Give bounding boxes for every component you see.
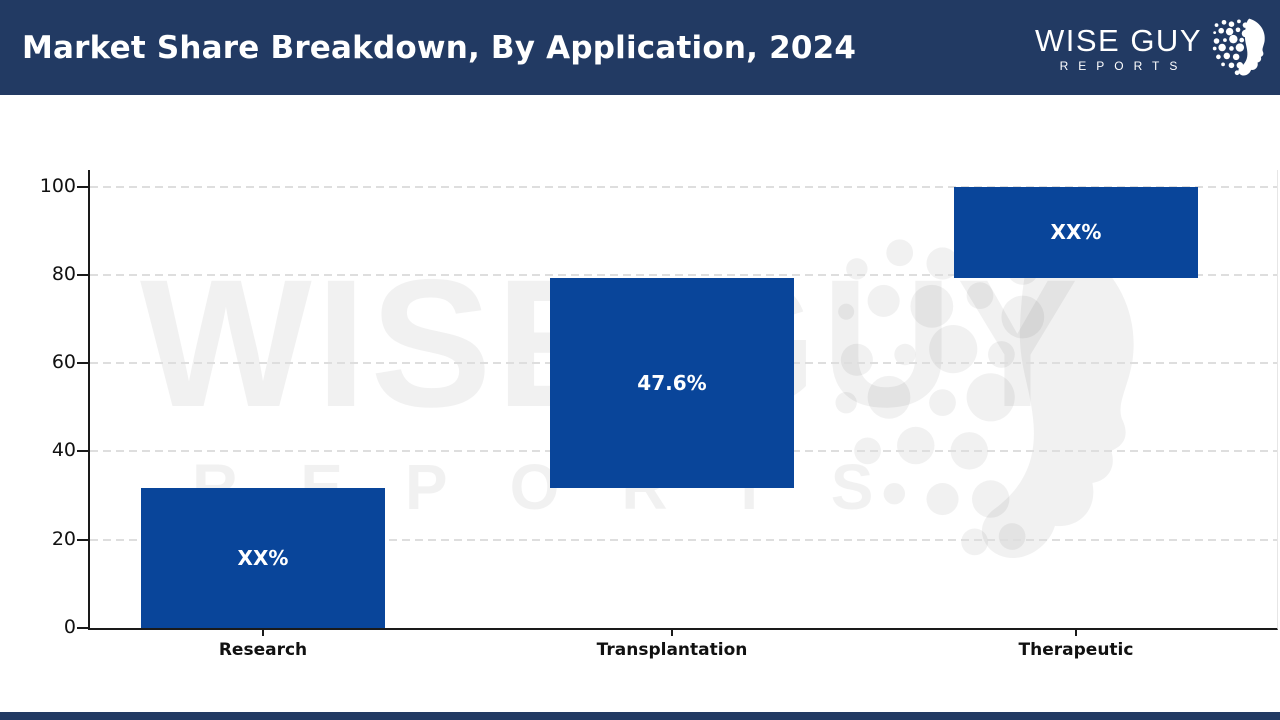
bar-therapeutic: XX% (954, 186, 1198, 278)
bar-value-label: 47.6% (637, 370, 707, 395)
y-tick-label-60: 60 (51, 351, 76, 374)
footer-bar (0, 712, 1280, 720)
x-tick-label-transplantation: Transplantation (596, 640, 748, 660)
bar-research: XX% (141, 488, 385, 628)
logo-subtext: REPORTS (1059, 58, 1188, 73)
x-tick-label-therapeutic: Therapeutic (1018, 640, 1134, 660)
x-tick-therapeutic (1075, 628, 1077, 636)
y-tick-label-0: 0 (63, 616, 76, 638)
y-tick-label-20: 20 (51, 527, 76, 550)
brand-logo: WISE GUY REPORTS (1035, 6, 1266, 90)
bar-value-label: XX% (237, 546, 289, 570)
bar-value-label: XX% (1050, 220, 1102, 245)
y-tick-20 (77, 538, 88, 541)
x-tick-transplantation (671, 628, 673, 636)
y-tick-100 (77, 185, 88, 188)
y-tick-40 (77, 450, 88, 453)
page-title: Market Share Breakdown, By Application, … (22, 29, 857, 66)
y-tick-60 (77, 362, 88, 365)
logo-wordmark: WISE GUY (1034, 22, 1202, 58)
gridline-80 (90, 273, 1277, 276)
bar-transplantation: 47.6% (550, 277, 794, 489)
x-tick-label-research: Research (218, 640, 308, 660)
gridline-20 (90, 538, 1277, 541)
x-tick-research (262, 628, 264, 636)
y-tick-label-100: 100 (39, 174, 76, 197)
brand-logo-text: WISE GUY REPORTS (1035, 25, 1202, 72)
y-tick-label-40: 40 (51, 439, 76, 462)
face-profile-dots-icon (1210, 10, 1266, 86)
y-tick-label-80: 80 (51, 262, 76, 285)
gridline-100 (90, 185, 1277, 188)
y-tick-0 (77, 627, 88, 629)
y-tick-80 (77, 273, 88, 276)
plot-area: XX% 47.6% XX% (77, 170, 1278, 636)
header-bar: Market Share Breakdown, By Application, … (0, 0, 1280, 95)
